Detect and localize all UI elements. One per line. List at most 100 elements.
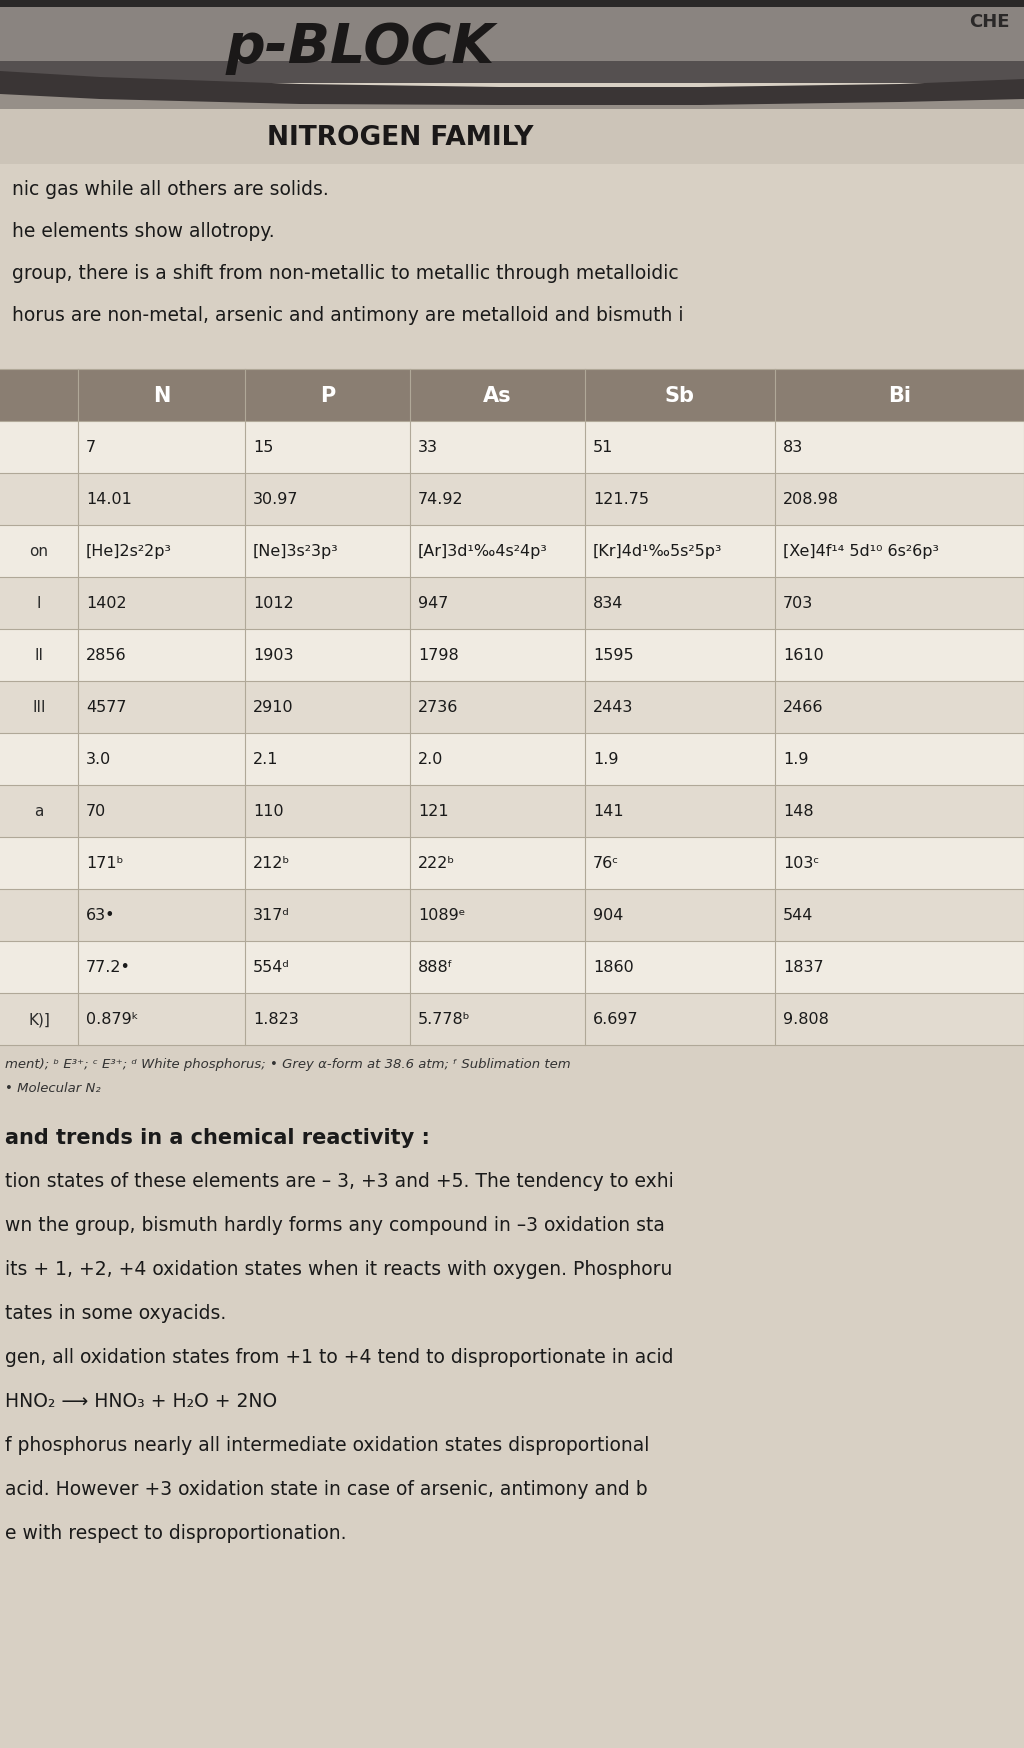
Text: 121: 121 — [418, 804, 449, 820]
Text: a: a — [35, 804, 44, 820]
Text: nic gas while all others are solids.: nic gas while all others are solids. — [12, 180, 329, 199]
FancyBboxPatch shape — [0, 526, 1024, 577]
Text: 77.2•: 77.2• — [86, 960, 131, 975]
Text: 1610: 1610 — [783, 649, 823, 662]
Text: 103ᶜ: 103ᶜ — [783, 857, 819, 871]
Text: 2910: 2910 — [253, 701, 294, 715]
Text: 14.01: 14.01 — [86, 493, 132, 507]
Text: • Molecular N₂: • Molecular N₂ — [5, 1082, 100, 1094]
Text: As: As — [483, 386, 512, 406]
Text: 834: 834 — [593, 596, 624, 612]
Text: 5.778ᵇ: 5.778ᵇ — [418, 1012, 471, 1026]
Text: 1837: 1837 — [783, 960, 823, 975]
Text: 7: 7 — [86, 440, 96, 454]
Text: Sb: Sb — [665, 386, 695, 406]
Text: 222ᵇ: 222ᵇ — [418, 857, 456, 871]
Text: 9.808: 9.808 — [783, 1012, 828, 1026]
FancyBboxPatch shape — [0, 734, 1024, 785]
FancyBboxPatch shape — [0, 0, 1024, 75]
Text: [Ne]3s²3p³: [Ne]3s²3p³ — [253, 544, 339, 559]
FancyBboxPatch shape — [0, 94, 1024, 115]
Text: [Kr]4d¹‰5s²5p³: [Kr]4d¹‰5s²5p³ — [593, 544, 723, 559]
Text: CHE: CHE — [970, 12, 1010, 31]
Text: 4577: 4577 — [86, 701, 127, 715]
Text: 2466: 2466 — [783, 701, 823, 715]
Text: 3.0: 3.0 — [86, 752, 112, 767]
FancyBboxPatch shape — [0, 682, 1024, 734]
Text: 6.697: 6.697 — [593, 1012, 639, 1026]
Text: p-BLOCK: p-BLOCK — [225, 21, 495, 75]
FancyBboxPatch shape — [0, 421, 1024, 474]
Text: 2443: 2443 — [593, 701, 634, 715]
Text: 1903: 1903 — [253, 649, 294, 662]
FancyBboxPatch shape — [0, 890, 1024, 942]
Text: Bi: Bi — [888, 386, 911, 406]
Text: N: N — [153, 386, 170, 406]
Text: 33: 33 — [418, 440, 438, 454]
Text: 110: 110 — [253, 804, 284, 820]
Text: 1.9: 1.9 — [783, 752, 809, 767]
Text: 1.823: 1.823 — [253, 1012, 299, 1026]
Polygon shape — [0, 72, 1024, 107]
Text: ment); ᵇ E³⁺; ᶜ E³⁺; ᵈ White phosphorus; • Grey α-form at 38.6 atm; ᶠ Sublimatio: ment); ᵇ E³⁺; ᶜ E³⁺; ᵈ White phosphorus;… — [5, 1058, 570, 1070]
Text: I: I — [37, 596, 41, 612]
Text: 1012: 1012 — [253, 596, 294, 612]
Text: he elements show allotropy.: he elements show allotropy. — [12, 222, 274, 241]
FancyBboxPatch shape — [0, 0, 1024, 9]
Text: 1595: 1595 — [593, 649, 634, 662]
Text: 544: 544 — [783, 907, 813, 923]
Text: 2736: 2736 — [418, 701, 459, 715]
Text: 148: 148 — [783, 804, 814, 820]
Text: f phosphorus nearly all intermediate oxidation states disproportional: f phosphorus nearly all intermediate oxi… — [5, 1435, 649, 1454]
Text: horus are non-metal, arsenic and antimony are metalloid and bismuth i: horus are non-metal, arsenic and antimon… — [12, 306, 683, 325]
Text: K)]: K)] — [28, 1012, 50, 1026]
Text: 15: 15 — [253, 440, 273, 454]
Text: 2.0: 2.0 — [418, 752, 443, 767]
FancyBboxPatch shape — [0, 577, 1024, 629]
FancyBboxPatch shape — [0, 61, 1024, 84]
Text: 703: 703 — [783, 596, 813, 612]
Text: 1.9: 1.9 — [593, 752, 618, 767]
Text: 888ᶠ: 888ᶠ — [418, 960, 454, 975]
Text: e with respect to disproportionation.: e with respect to disproportionation. — [5, 1523, 346, 1542]
Text: 0.879ᵏ: 0.879ᵏ — [86, 1012, 138, 1026]
Text: 83: 83 — [783, 440, 803, 454]
Text: 1089ᵉ: 1089ᵉ — [418, 907, 465, 923]
Text: wn the group, bismuth hardly forms any compound in –3 oxidation sta: wn the group, bismuth hardly forms any c… — [5, 1215, 665, 1234]
Text: 63•: 63• — [86, 907, 116, 923]
Text: [Ar]3d¹‰4s²4p³: [Ar]3d¹‰4s²4p³ — [418, 544, 548, 559]
Text: and trends in a chemical reactivity :: and trends in a chemical reactivity : — [5, 1127, 430, 1147]
FancyBboxPatch shape — [0, 474, 1024, 526]
Text: its + 1, +2, +4 oxidation states when it reacts with oxygen. Phosphoru: its + 1, +2, +4 oxidation states when it… — [5, 1259, 673, 1278]
Text: 2856: 2856 — [86, 649, 127, 662]
Text: 51: 51 — [593, 440, 613, 454]
FancyBboxPatch shape — [0, 110, 1024, 164]
Text: 208.98: 208.98 — [783, 493, 839, 507]
FancyBboxPatch shape — [0, 785, 1024, 837]
Text: II: II — [35, 649, 43, 662]
Text: [He]2s²2p³: [He]2s²2p³ — [86, 544, 172, 559]
Text: on: on — [30, 544, 48, 559]
Text: [Xe]4f¹⁴ 5d¹⁰ 6s²6p³: [Xe]4f¹⁴ 5d¹⁰ 6s²6p³ — [783, 544, 939, 559]
Text: group, there is a shift from non-metallic to metallic through metalloidic: group, there is a shift from non-metalli… — [12, 264, 679, 283]
Text: tates in some oxyacids.: tates in some oxyacids. — [5, 1304, 226, 1321]
Text: 171ᵇ: 171ᵇ — [86, 857, 124, 871]
Text: gen, all oxidation states from +1 to +4 tend to disproportionate in acid: gen, all oxidation states from +1 to +4 … — [5, 1348, 674, 1367]
Text: 1860: 1860 — [593, 960, 634, 975]
Text: 1798: 1798 — [418, 649, 459, 662]
Text: 2.1: 2.1 — [253, 752, 279, 767]
Text: 141: 141 — [593, 804, 624, 820]
FancyBboxPatch shape — [0, 942, 1024, 993]
Text: P: P — [319, 386, 335, 406]
FancyBboxPatch shape — [0, 993, 1024, 1045]
Text: 70: 70 — [86, 804, 106, 820]
Text: 212ᵇ: 212ᵇ — [253, 857, 291, 871]
Text: III: III — [32, 701, 46, 715]
FancyBboxPatch shape — [0, 629, 1024, 682]
Text: 30.97: 30.97 — [253, 493, 299, 507]
Text: tion states of these elements are – 3, +3 and +5. The tendency to exhi: tion states of these elements are – 3, +… — [5, 1171, 674, 1190]
Text: 74.92: 74.92 — [418, 493, 464, 507]
Text: 317ᵈ: 317ᵈ — [253, 907, 290, 923]
Text: 121.75: 121.75 — [593, 493, 649, 507]
FancyBboxPatch shape — [0, 837, 1024, 890]
